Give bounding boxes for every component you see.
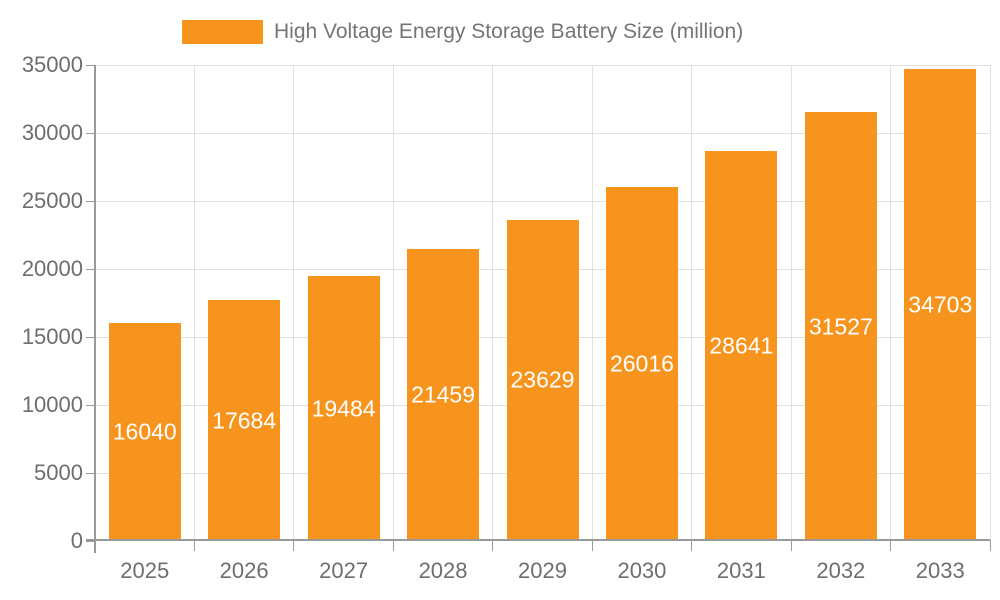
y-axis-tick xyxy=(86,201,95,202)
gridline-horizontal xyxy=(95,200,990,202)
bar[interactable]: 26016 xyxy=(605,187,678,541)
x-tick-label: 2032 xyxy=(816,558,866,583)
x-axis-line xyxy=(86,539,990,541)
y-axis-tick xyxy=(86,133,95,134)
y-axis-tick xyxy=(86,337,95,338)
gridline-vertical xyxy=(591,65,593,541)
x-axis-tick xyxy=(790,540,792,551)
bar-value-label: 19484 xyxy=(311,395,376,421)
y-tick-label: 10000 xyxy=(21,392,83,417)
x-tick-label: 2030 xyxy=(617,558,667,583)
y-axis-line xyxy=(94,65,96,553)
y-axis-tick xyxy=(86,269,95,270)
bar[interactable]: 28641 xyxy=(705,151,778,541)
y-axis-tick xyxy=(86,541,95,542)
x-axis-tick xyxy=(392,540,394,551)
gridline-horizontal xyxy=(95,132,990,134)
bar-value-label: 16040 xyxy=(112,418,177,445)
y-tick-label: 35000 xyxy=(21,52,83,77)
gridline-vertical xyxy=(193,65,195,541)
bar[interactable]: 34703 xyxy=(904,69,977,541)
x-axis-tick xyxy=(492,540,494,551)
bar[interactable]: 31527 xyxy=(804,112,877,541)
bar[interactable]: 16040 xyxy=(108,322,181,541)
bar-value-label: 21459 xyxy=(411,381,476,408)
x-tick-label: 2031 xyxy=(716,558,766,583)
bar[interactable]: 19484 xyxy=(307,276,380,541)
legend-swatch-icon xyxy=(182,20,263,44)
legend-item[interactable]: High Voltage Energy Storage Battery Size… xyxy=(182,20,743,44)
x-tick-label: 2029 xyxy=(518,558,567,583)
y-axis-tick xyxy=(86,473,95,474)
gridline-vertical xyxy=(890,65,892,541)
gridline-vertical xyxy=(989,65,991,541)
x-axis-tick xyxy=(293,540,295,551)
x-tick-label: 2033 xyxy=(915,558,965,583)
x-tick-label: 2028 xyxy=(418,558,468,583)
x-axis-tick xyxy=(989,540,991,551)
gridline-horizontal xyxy=(95,64,990,66)
x-axis-tick xyxy=(890,540,892,551)
gridline-vertical xyxy=(392,65,394,541)
y-axis-tick xyxy=(86,65,95,66)
y-tick-label: 5000 xyxy=(34,460,83,485)
bar[interactable]: 23629 xyxy=(506,219,579,541)
x-tick-label: 2025 xyxy=(120,558,170,583)
gridline-vertical xyxy=(492,65,494,541)
x-tick-label: 2027 xyxy=(319,558,369,583)
bar-value-label: 26016 xyxy=(609,350,674,377)
bar-value-label: 34703 xyxy=(908,291,973,318)
x-axis-tick xyxy=(193,540,195,551)
y-tick-label: 0 xyxy=(70,528,83,553)
bar-value-label: 31527 xyxy=(808,313,873,340)
gridline-vertical xyxy=(691,65,693,541)
plot-area: 0 5000 10000 15000 20000 25000 30000 35000 16040… xyxy=(22,52,991,583)
legend-label: High Voltage Energy Storage Battery Size… xyxy=(274,20,744,43)
x-tick-label: 2026 xyxy=(219,558,269,583)
y-tick-label: 15000 xyxy=(21,324,83,349)
bar-value-label: 28641 xyxy=(709,332,774,359)
bar-value-label: 17684 xyxy=(212,407,277,434)
x-axis-tick xyxy=(591,540,593,551)
gridline-vertical xyxy=(790,65,792,541)
gridline-vertical xyxy=(293,65,295,541)
x-axis-tick xyxy=(691,540,693,551)
y-tick-label: 25000 xyxy=(21,188,83,213)
bar-value-label: 23629 xyxy=(510,366,575,393)
bar[interactable]: 21459 xyxy=(407,249,480,541)
y-axis-tick xyxy=(86,405,95,406)
y-tick-label: 30000 xyxy=(21,120,83,145)
y-tick-label: 20000 xyxy=(21,256,83,281)
bar[interactable]: 17684 xyxy=(208,300,281,541)
